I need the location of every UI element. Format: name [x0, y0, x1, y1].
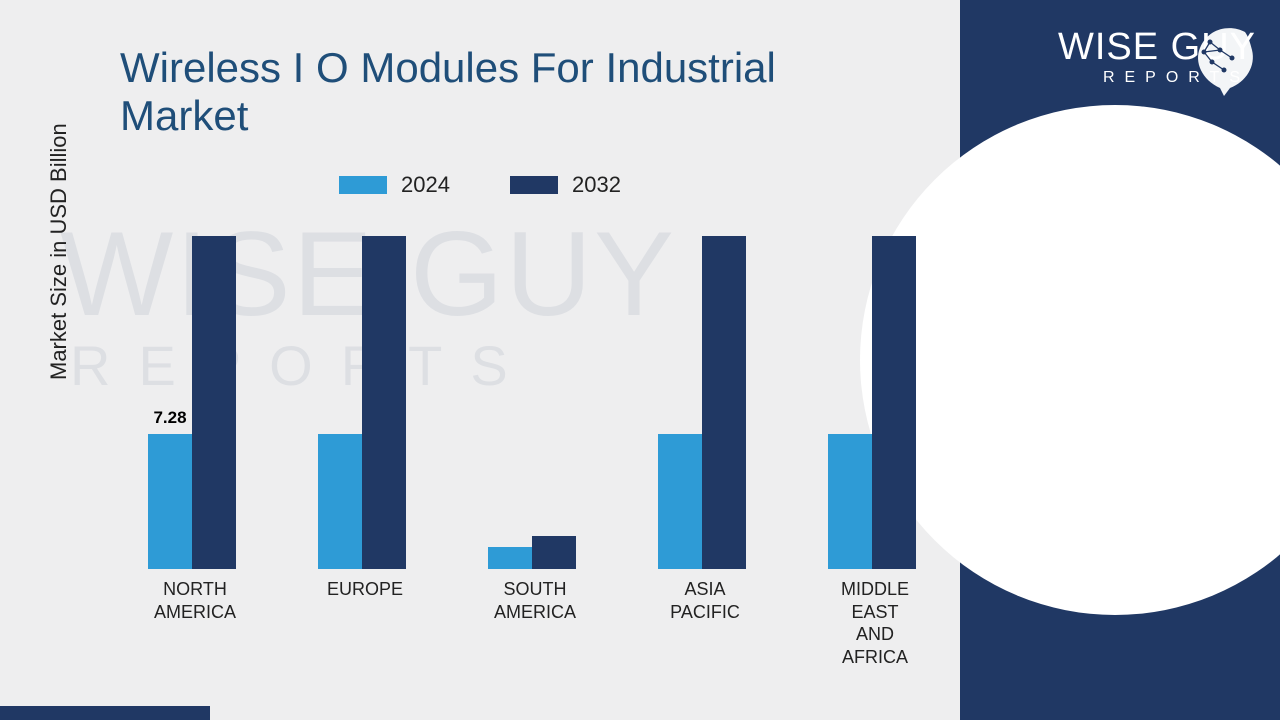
head-icon: [1190, 22, 1260, 98]
x-axis-label: EUROPE: [300, 578, 430, 601]
chart-canvas: WISE GUY REPORTS WISE GUY REPORTS Wirele…: [0, 0, 1280, 720]
legend-label-2024: 2024: [401, 172, 450, 198]
legend-swatch-2024: [339, 176, 387, 194]
x-axis-label: NORTHAMERICA: [130, 578, 260, 623]
legend-item-2024: 2024: [339, 172, 450, 198]
bar: [658, 434, 702, 569]
bar: [192, 236, 236, 569]
x-axis-label: MIDDLEEASTANDAFRICA: [810, 578, 940, 668]
legend-swatch-2032: [510, 176, 558, 194]
bar: [488, 547, 532, 569]
bar: [828, 434, 872, 569]
bar: [702, 236, 746, 569]
bar: [872, 236, 916, 569]
bar: [362, 236, 406, 569]
value-label: 7.28: [140, 408, 200, 428]
accent-bar: [0, 706, 210, 720]
legend: 2024 2032: [0, 172, 960, 198]
bar: [318, 434, 362, 569]
x-axis-label: SOUTHAMERICA: [470, 578, 600, 623]
chart-title: Wireless I O Modules For Industrial Mark…: [120, 44, 820, 141]
y-axis-label: Market Size in USD Billion: [46, 123, 72, 380]
legend-label-2032: 2032: [572, 172, 621, 198]
x-axis-label: ASIAPACIFIC: [640, 578, 770, 623]
bar: [532, 536, 576, 569]
brand-logo: WISE GUY REPORTS: [1058, 28, 1256, 86]
plot-area: 7.28: [95, 200, 955, 570]
legend-item-2032: 2032: [510, 172, 621, 198]
bar: [148, 434, 192, 569]
